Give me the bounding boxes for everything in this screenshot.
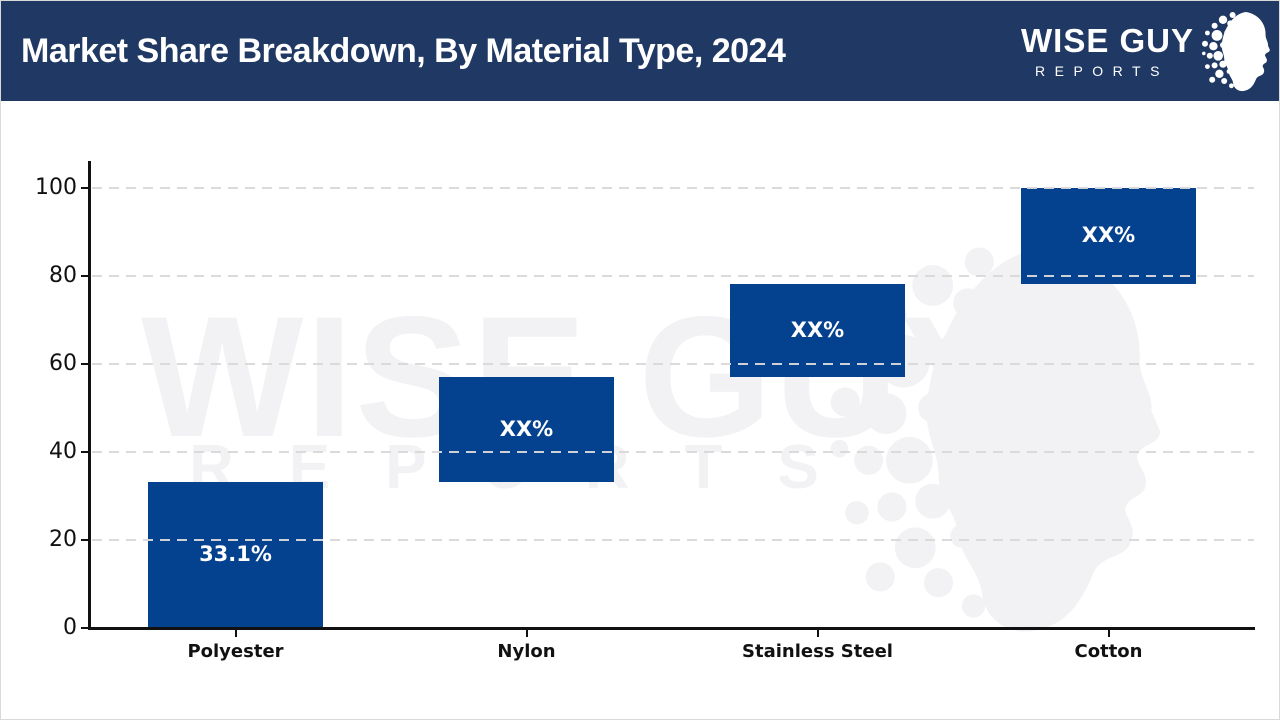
y-tick-label: 40 — [49, 439, 77, 464]
x-category-label: Stainless Steel — [742, 641, 893, 662]
y-tick-mark — [81, 363, 89, 365]
wiseguy-logo: WISE GUY REPORTS — [1021, 12, 1270, 92]
x-category-label: Nylon — [497, 641, 556, 662]
y-tick-mark — [81, 539, 89, 541]
y-tick-mark — [81, 451, 89, 453]
y-tick-label: 20 — [49, 527, 77, 552]
bar-value-label: XX% — [790, 317, 845, 342]
logo-dotted-head-icon — [1202, 12, 1270, 92]
bar-nylon — [439, 376, 614, 483]
bar-value-label: XX% — [499, 416, 554, 441]
x-category-label: Cotton — [1074, 641, 1143, 662]
bar-polyester — [148, 482, 323, 628]
header-bar: Market Share Breakdown, By Material Type… — [1, 1, 1279, 101]
x-category-label: Polyester — [187, 641, 284, 662]
y-tick-mark — [81, 627, 89, 629]
logo-wordmark: WISE GUY — [1021, 22, 1194, 59]
x-tick-mark — [816, 630, 819, 637]
y-tick-label: 0 — [63, 615, 77, 640]
x-tick-mark — [234, 630, 237, 637]
bar-stainless-steel — [730, 284, 905, 377]
y-tick-mark — [81, 275, 89, 277]
x-tick-mark — [1107, 630, 1110, 637]
gridline — [92, 539, 1254, 541]
y-tick-mark — [81, 187, 89, 189]
y-tick-label: 100 — [35, 175, 77, 200]
y-tick-label: 60 — [49, 351, 77, 376]
page-title: Market Share Breakdown, By Material Type… — [21, 32, 786, 70]
bar-value-label: XX% — [1081, 223, 1136, 248]
x-axis-line — [88, 627, 1255, 630]
gridline — [92, 275, 1254, 277]
logo-subtitle: REPORTS — [1035, 63, 1169, 79]
gridline — [92, 363, 1254, 365]
y-axis-line — [88, 161, 91, 630]
gridline — [92, 187, 1254, 189]
bar-cotton — [1021, 188, 1196, 285]
x-tick-mark — [525, 630, 528, 637]
bar-value-label: 33.1% — [199, 542, 272, 567]
y-tick-label: 80 — [49, 263, 77, 288]
gridline — [92, 451, 1254, 453]
